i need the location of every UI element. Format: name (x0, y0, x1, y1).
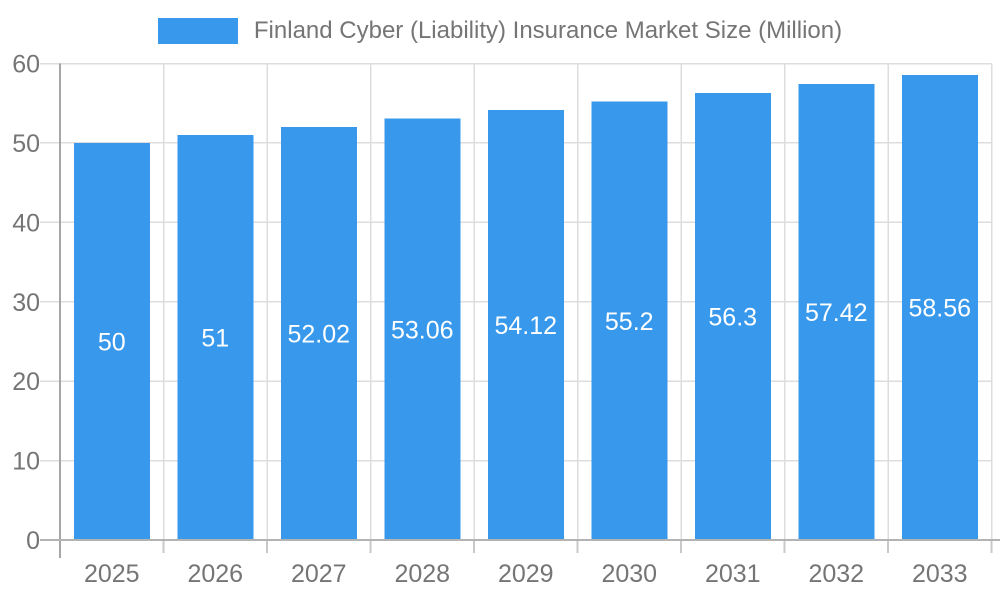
x-axis-label: 2030 (601, 560, 657, 588)
legend-swatch (157, 18, 238, 44)
bar-2032[interactable] (798, 83, 875, 540)
x-axis-label: 2028 (394, 560, 450, 588)
bar-2026[interactable] (177, 134, 254, 540)
x-axis-label: 2025 (84, 560, 140, 588)
x-axis-label: 2026 (187, 560, 243, 588)
bar-2033[interactable] (901, 74, 978, 540)
bar-2029[interactable] (487, 110, 564, 541)
x-axis-label: 2027 (291, 560, 347, 588)
y-axis-label: 30 (12, 289, 40, 317)
bar-value-label: 51 (201, 324, 229, 352)
bar-2028[interactable] (384, 118, 461, 540)
bar-value-label: 56.3 (708, 303, 757, 331)
bar-2030[interactable] (591, 101, 668, 541)
bar-value-label: 57.42 (805, 299, 868, 327)
legend-label: Finland Cyber (Liability) Insurance Mark… (253, 17, 843, 44)
bar-2027[interactable] (280, 126, 357, 540)
x-axis-label: 2033 (912, 560, 968, 588)
y-axis-label: 0 (26, 527, 40, 555)
x-axis-label: 2032 (808, 560, 864, 588)
y-axis-label: 50 (12, 130, 40, 158)
bar-value-label: 58.56 (908, 294, 971, 322)
bar-value-label: 54.12 (494, 312, 557, 340)
bar-value-label: 50 (98, 328, 126, 356)
x-axis-label: 2031 (705, 560, 761, 588)
bar-value-label: 55.2 (605, 308, 654, 336)
bar-2031[interactable] (694, 92, 771, 541)
bar-value-label: 52.02 (287, 320, 350, 348)
bar-value-label: 53.06 (391, 316, 454, 344)
y-axis-label: 60 (12, 51, 40, 79)
bar-2025[interactable] (73, 142, 150, 540)
y-axis-label: 40 (12, 209, 40, 237)
legend: Finland Cyber (Liability) Insurance Mark… (0, 17, 1000, 45)
x-axis-label: 2029 (498, 560, 554, 588)
y-axis-label: 10 (12, 448, 40, 476)
y-axis-label: 20 (12, 368, 40, 396)
